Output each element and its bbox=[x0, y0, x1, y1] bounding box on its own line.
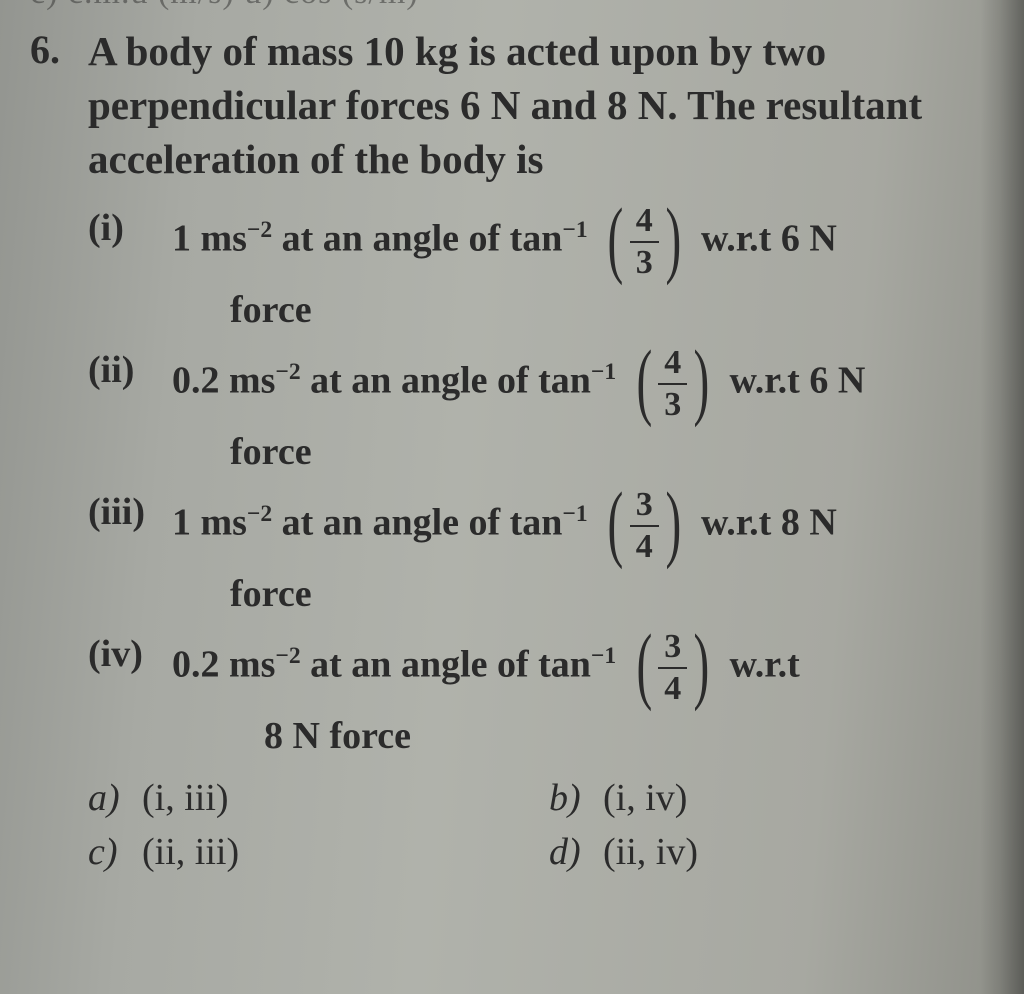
paren-left-icon: ( bbox=[608, 486, 624, 558]
option-a: a) (i, iii) bbox=[88, 776, 509, 820]
cutoff-previous-question: c) c.m.u (m/s) u) cos (s/m) bbox=[30, 0, 970, 12]
stmt-mid: at an angle of tan bbox=[272, 218, 562, 260]
frac-top: 3 bbox=[658, 630, 687, 669]
question-text: A body of mass 10 kg is acted upon by tw… bbox=[88, 24, 970, 186]
fraction: (43) bbox=[630, 346, 716, 422]
stmt-post: w.r.t 8 N bbox=[701, 502, 837, 544]
option-text: (ii, iii) bbox=[142, 830, 239, 874]
paren-left-icon: ( bbox=[608, 202, 624, 274]
statement-force: force bbox=[230, 572, 970, 616]
statement-label: (iii) bbox=[88, 488, 172, 537]
stmt-mid: at an angle of tan bbox=[301, 644, 591, 686]
frac-top: 4 bbox=[658, 346, 687, 385]
stmt-post: w.r.t 6 N bbox=[729, 360, 865, 402]
stmt-pre: 0.2 ms bbox=[172, 644, 275, 686]
stmt-exp2: −1 bbox=[591, 643, 616, 669]
statement-force: 8 N force bbox=[264, 714, 970, 758]
option-label: b) bbox=[549, 776, 603, 820]
stmt-pre: 1 ms bbox=[172, 502, 247, 544]
option-label: c) bbox=[88, 830, 142, 874]
stmt-exp2: −1 bbox=[562, 217, 587, 243]
option-text: (i, iii) bbox=[142, 776, 229, 820]
option-b: b) (i, iv) bbox=[549, 776, 970, 820]
stmt-post: w.r.t 6 N bbox=[701, 218, 837, 260]
statement-text: 0.2 ms−2 at an angle of tan−1 (34) w.r.t bbox=[172, 630, 970, 706]
option-label: a) bbox=[88, 776, 142, 820]
statement-force: force bbox=[230, 430, 970, 474]
fraction: (34) bbox=[630, 630, 716, 706]
frac-top: 4 bbox=[630, 204, 659, 243]
stmt-exp: −2 bbox=[247, 217, 272, 243]
statement-force: force bbox=[230, 288, 970, 332]
stmt-exp2: −1 bbox=[591, 359, 616, 385]
question-row: 6. A body of mass 10 kg is acted upon by… bbox=[30, 24, 970, 186]
paren-left-icon: ( bbox=[636, 628, 652, 700]
frac-bot: 4 bbox=[630, 527, 659, 564]
statement-ii: (ii) 0.2 ms−2 at an angle of tan−1 (43) … bbox=[88, 346, 970, 422]
statement-iii: (iii) 1 ms−2 at an angle of tan−1 (34) w… bbox=[88, 488, 970, 564]
stmt-mid: at an angle of tan bbox=[272, 502, 562, 544]
paren-right-icon: ) bbox=[665, 486, 681, 558]
statement-i: (i) 1 ms−2 at an angle of tan−1 (43) w.r… bbox=[88, 204, 970, 280]
stmt-exp: −2 bbox=[275, 359, 300, 385]
option-label: d) bbox=[549, 830, 603, 874]
stmt-exp2: −1 bbox=[562, 501, 587, 527]
paren-left-icon: ( bbox=[636, 344, 652, 416]
paren-right-icon: ) bbox=[665, 202, 681, 274]
fraction: (43) bbox=[601, 204, 687, 280]
statement-label: (i) bbox=[88, 204, 172, 253]
paren-right-icon: ) bbox=[694, 628, 710, 700]
page: c) c.m.u (m/s) u) cos (s/m) 6. A body of… bbox=[0, 0, 1024, 994]
statement-text: 1 ms−2 at an angle of tan−1 (34) w.r.t 8… bbox=[172, 488, 970, 564]
answer-options: a) (i, iii) b) (i, iv) c) (ii, iii) d) (… bbox=[88, 776, 970, 874]
stmt-post: w.r.t bbox=[729, 644, 799, 686]
statement-iv: (iv) 0.2 ms−2 at an angle of tan−1 (34) … bbox=[88, 630, 970, 706]
option-text: (i, iv) bbox=[603, 776, 687, 820]
stmt-pre: 0.2 ms bbox=[172, 360, 275, 402]
statements-block: (i) 1 ms−2 at an angle of tan−1 (43) w.r… bbox=[88, 204, 970, 758]
frac-bot: 3 bbox=[658, 385, 687, 422]
option-c: c) (ii, iii) bbox=[88, 830, 509, 874]
statement-text: 1 ms−2 at an angle of tan−1 (43) w.r.t 6… bbox=[172, 204, 970, 280]
stmt-exp: −2 bbox=[247, 501, 272, 527]
stmt-exp: −2 bbox=[275, 643, 300, 669]
stmt-mid: at an angle of tan bbox=[301, 360, 591, 402]
option-text: (ii, iv) bbox=[603, 830, 698, 874]
statement-label: (ii) bbox=[88, 346, 172, 395]
frac-bot: 3 bbox=[630, 243, 659, 280]
question-number: 6. bbox=[30, 24, 88, 73]
frac-bot: 4 bbox=[658, 669, 687, 706]
paren-right-icon: ) bbox=[694, 344, 710, 416]
statement-text: 0.2 ms−2 at an angle of tan−1 (43) w.r.t… bbox=[172, 346, 970, 422]
option-d: d) (ii, iv) bbox=[549, 830, 970, 874]
statement-label: (iv) bbox=[88, 630, 172, 679]
fraction: (34) bbox=[601, 488, 687, 564]
frac-top: 3 bbox=[630, 488, 659, 527]
stmt-pre: 1 ms bbox=[172, 218, 247, 260]
